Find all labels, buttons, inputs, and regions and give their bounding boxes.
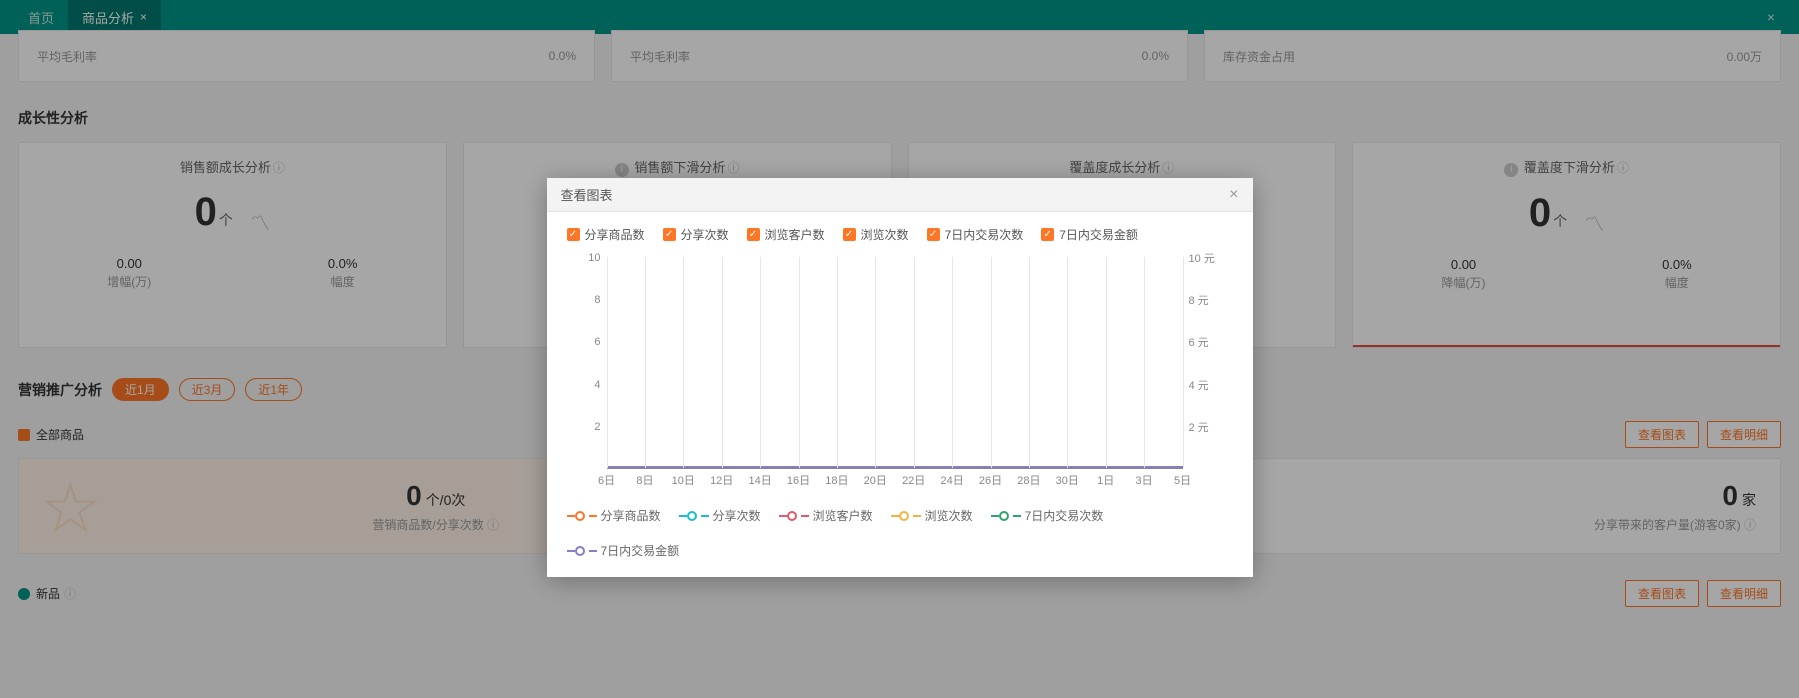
series-checkbox[interactable]: ✓ 7日内交易次数 (927, 226, 1024, 243)
chart-modal: 查看图表 × ✓ 分享商品数 ✓ 分享次数 ✓ 浏览客户数 ✓ 浏览次数 ✓ 7日内交易次… (547, 178, 1253, 577)
x-gridline (914, 257, 915, 468)
chart-legend: 分享商品数 分享次数 浏览客户数 浏览次数 7日内交易次数 7日内交易金额 (567, 507, 1233, 559)
x-label: 3日 (1136, 472, 1153, 488)
x-label: 16日 (787, 472, 810, 488)
checkbox-icon: ✓ (1041, 228, 1054, 241)
x-label: 14日 (748, 472, 771, 488)
x-gridline (1106, 257, 1107, 468)
legend-item[interactable]: 分享次数 (679, 507, 761, 524)
legend-label: 浏览次数 (925, 507, 973, 524)
x-gridline (1183, 257, 1184, 468)
x-gridline (645, 257, 646, 468)
series-checkbox[interactable]: ✓ 分享次数 (663, 226, 729, 243)
x-label: 28日 (1017, 472, 1040, 488)
legend-item[interactable]: 分享商品数 (567, 507, 661, 524)
series-checkbox[interactable]: ✓ 浏览次数 (843, 226, 909, 243)
x-label: 26日 (979, 472, 1002, 488)
legend-item[interactable]: 7日内交易金额 (567, 542, 680, 559)
x-label: 30日 (1056, 472, 1079, 488)
x-gridline (1029, 257, 1030, 468)
checkbox-icon: ✓ (843, 228, 856, 241)
series-label: 浏览次数 (861, 226, 909, 243)
x-label: 5日 (1174, 472, 1191, 488)
series-label: 分享次数 (681, 226, 729, 243)
checkbox-icon: ✓ (927, 228, 940, 241)
x-gridline (607, 257, 608, 468)
modal-title: 查看图表 (561, 185, 613, 204)
chart-flat-line (607, 466, 1183, 468)
legend-label: 7日内交易金额 (601, 542, 680, 559)
x-gridline (991, 257, 992, 468)
y-right-label: 4 元 (1189, 377, 1229, 393)
series-label: 7日内交易金额 (1059, 226, 1138, 243)
x-gridline (837, 257, 838, 468)
series-label: 浏览客户数 (765, 226, 825, 243)
checkbox-icon: ✓ (567, 228, 580, 241)
x-label: 10日 (672, 472, 695, 488)
y-left-label: 4 (569, 379, 601, 391)
legend-label: 分享商品数 (601, 507, 661, 524)
x-gridline (875, 257, 876, 468)
chart-area: 10 10 元 8 8 元 6 6 元 4 4 元 2 2 元 6日 8日 10日 12日 14日 16日 18… (567, 253, 1233, 493)
y-right-label: 10 元 (1189, 250, 1229, 266)
y-right-label: 6 元 (1189, 334, 1229, 350)
y-right-label: 8 元 (1189, 292, 1229, 308)
x-gridline (952, 257, 953, 468)
x-label: 18日 (825, 472, 848, 488)
modal-close-icon[interactable]: × (1229, 186, 1238, 204)
checkbox-icon: ✓ (663, 228, 676, 241)
legend-item[interactable]: 7日内交易次数 (991, 507, 1104, 524)
x-label: 12日 (710, 472, 733, 488)
y-left-label: 6 (569, 336, 601, 348)
x-gridline (1144, 257, 1145, 468)
series-checkbox[interactable]: ✓ 分享商品数 (567, 226, 645, 243)
legend-label: 7日内交易次数 (1025, 507, 1104, 524)
x-label: 24日 (940, 472, 963, 488)
x-label: 6日 (598, 472, 615, 488)
series-checkbox[interactable]: ✓ 7日内交易金额 (1041, 226, 1138, 243)
x-label: 20日 (864, 472, 887, 488)
x-gridline (799, 257, 800, 468)
chart-plot: 1010 元88 元66 元44 元22 元6日8日10日12日14日16日18… (607, 257, 1183, 469)
y-right-label: 2 元 (1189, 419, 1229, 435)
series-label: 分享商品数 (585, 226, 645, 243)
x-gridline (683, 257, 684, 468)
checkbox-icon: ✓ (747, 228, 760, 241)
legend-label: 浏览客户数 (813, 507, 873, 524)
x-gridline (760, 257, 761, 468)
legend-item[interactable]: 浏览客户数 (779, 507, 873, 524)
y-left-label: 2 (569, 421, 601, 433)
series-checkbox[interactable]: ✓ 浏览客户数 (747, 226, 825, 243)
series-label: 7日内交易次数 (945, 226, 1024, 243)
modal-body: ✓ 分享商品数 ✓ 分享次数 ✓ 浏览客户数 ✓ 浏览次数 ✓ 7日内交易次数 ✓ 7日内交… (547, 212, 1253, 577)
legend-label: 分享次数 (713, 507, 761, 524)
legend-item[interactable]: 浏览次数 (891, 507, 973, 524)
y-left-label: 8 (569, 294, 601, 306)
y-left-label: 10 (569, 252, 601, 264)
x-label: 1日 (1097, 472, 1114, 488)
modal-overlay[interactable]: 查看图表 × ✓ 分享商品数 ✓ 分享次数 ✓ 浏览客户数 ✓ 浏览次数 ✓ 7日内交易次… (0, 0, 1799, 698)
modal-header: 查看图表 × (547, 178, 1253, 212)
x-label: 22日 (902, 472, 925, 488)
x-gridline (1067, 257, 1068, 468)
series-checkbox-row: ✓ 分享商品数 ✓ 分享次数 ✓ 浏览客户数 ✓ 浏览次数 ✓ 7日内交易次数 ✓ 7日内交… (567, 226, 1233, 243)
x-label: 8日 (636, 472, 653, 488)
x-gridline (722, 257, 723, 468)
